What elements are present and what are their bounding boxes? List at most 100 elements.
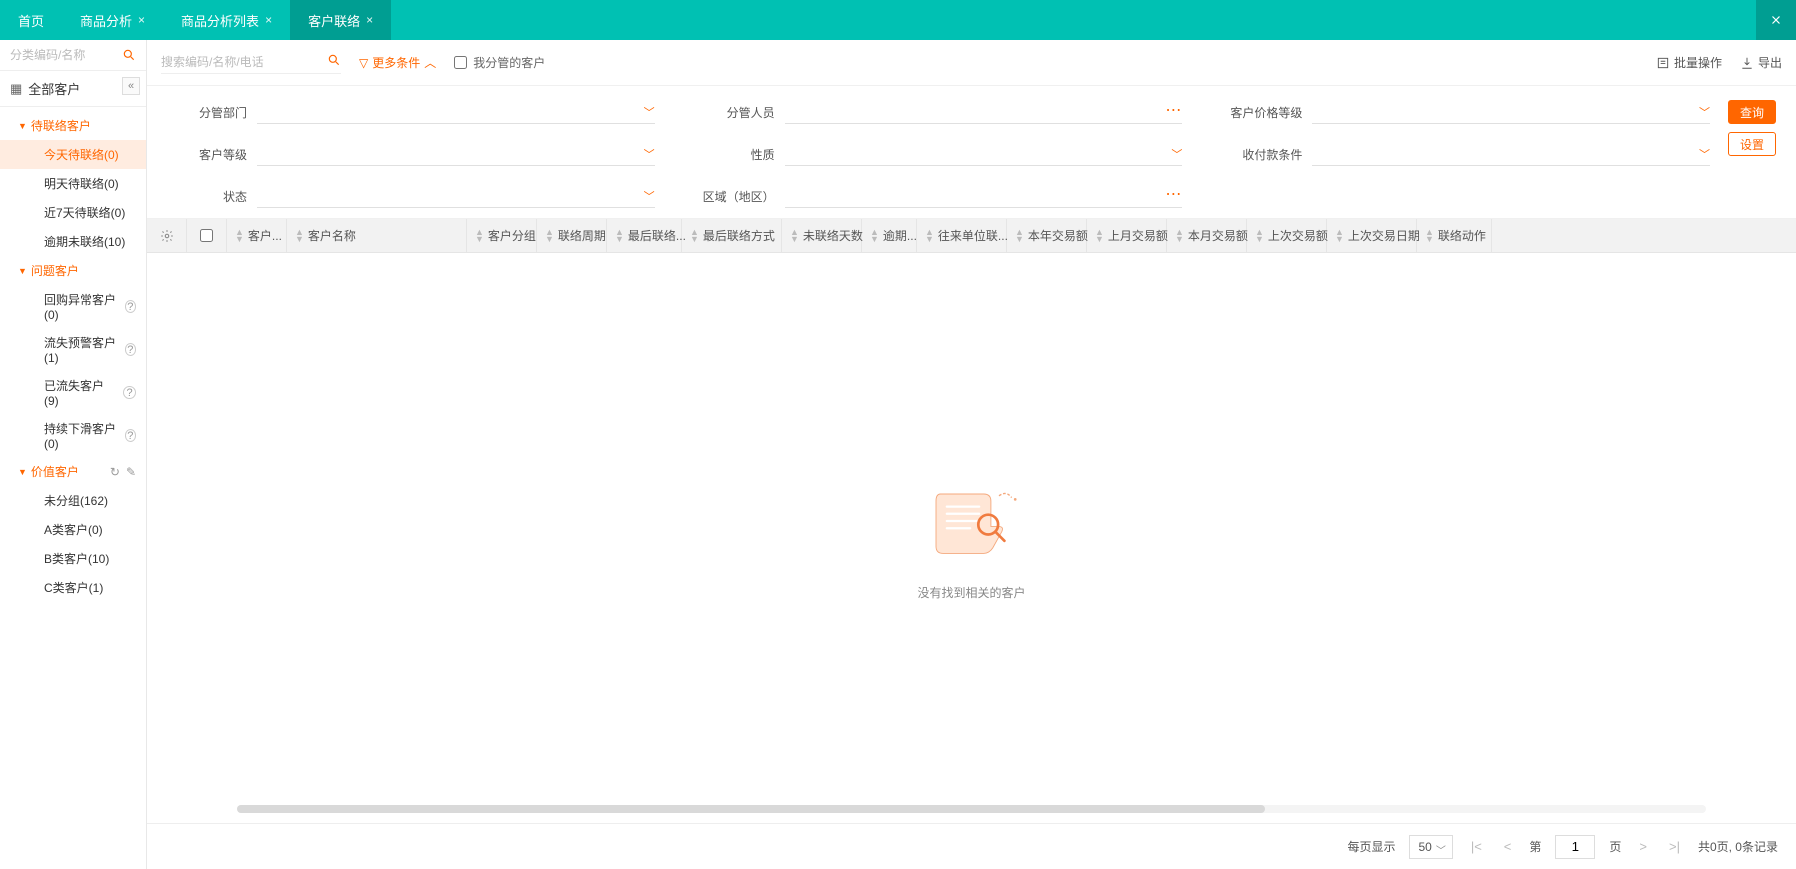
sidebar-item-overdue[interactable]: 逾期未联络(10) bbox=[0, 227, 146, 256]
search-icon[interactable] bbox=[122, 48, 136, 65]
close-icon[interactable]: × bbox=[265, 13, 272, 27]
page-input[interactable] bbox=[1555, 835, 1595, 859]
export-button[interactable]: 导出 bbox=[1740, 54, 1782, 71]
sidebar-item-repurchase-abnormal[interactable]: 回购异常客户(0)? bbox=[0, 285, 146, 328]
table-settings-button[interactable] bbox=[147, 219, 187, 252]
first-page-button[interactable]: |< bbox=[1467, 839, 1486, 854]
table-column-header[interactable]: ▲▼客户名称 bbox=[287, 219, 467, 252]
scrollbar-thumb[interactable] bbox=[237, 805, 1265, 813]
help-icon[interactable]: ? bbox=[123, 386, 136, 399]
filter-input[interactable]: ﹀ bbox=[785, 142, 1183, 166]
last-page-button[interactable]: >| bbox=[1665, 839, 1684, 854]
group-pending-contact[interactable]: ▼待联络客户 bbox=[0, 111, 146, 140]
filter-input[interactable]: ﹀ bbox=[1312, 142, 1710, 166]
sidebar-all-customers[interactable]: ▦ 全部客户 « bbox=[0, 70, 146, 107]
sidebar-item-churned[interactable]: 已流失客户(9)? bbox=[0, 371, 146, 414]
group-value-customers[interactable]: ▼价值客户 ↻ ✎ bbox=[0, 457, 146, 486]
chevron-down-icon: ﹀ bbox=[1699, 104, 1710, 120]
sort-icon[interactable]: ▲▼ bbox=[870, 229, 879, 243]
sidebar-item-class-b[interactable]: B类客户(10) bbox=[0, 544, 146, 573]
collapse-sidebar-button[interactable]: « bbox=[122, 77, 140, 95]
table-column-header[interactable]: ▲▼上月交易额 bbox=[1087, 219, 1167, 252]
filter-field: 状态﹀ bbox=[167, 184, 655, 208]
sidebar-item-7days[interactable]: 近7天待联络(0) bbox=[0, 198, 146, 227]
sort-icon[interactable]: ▲▼ bbox=[615, 229, 624, 243]
sidebar-item-class-c[interactable]: C类客户(1) bbox=[0, 573, 146, 602]
tab-product-analysis-list[interactable]: 商品分析列表× bbox=[163, 0, 290, 40]
sort-icon[interactable]: ▲▼ bbox=[1175, 229, 1184, 243]
search-icon[interactable] bbox=[327, 53, 341, 70]
edit-icon[interactable]: ✎ bbox=[126, 465, 136, 479]
filter-label: 收付款条件 bbox=[1222, 146, 1312, 163]
help-icon[interactable]: ? bbox=[125, 429, 136, 442]
select-all-checkbox[interactable] bbox=[187, 219, 227, 252]
table-column-header[interactable]: ▲▼联络周期 bbox=[537, 219, 607, 252]
sort-icon[interactable]: ▲▼ bbox=[1095, 229, 1104, 243]
filter-input[interactable]: ﹀ bbox=[257, 100, 655, 124]
tab-home[interactable]: 首页 bbox=[0, 0, 62, 40]
tab-product-analysis[interactable]: 商品分析× bbox=[62, 0, 163, 40]
more-icon[interactable]: ⋯ bbox=[1165, 184, 1182, 204]
table-column-header[interactable]: ▲▼ 最后联络方式 bbox=[682, 219, 782, 252]
empty-text: 没有找到相关的客户 bbox=[917, 584, 1025, 601]
sidebar-item-churn-warning[interactable]: 流失预警客户(1)? bbox=[0, 328, 146, 371]
sort-icon[interactable]: ▲▼ bbox=[1425, 229, 1434, 243]
help-icon[interactable]: ? bbox=[125, 343, 136, 356]
refresh-icon[interactable]: ↻ bbox=[110, 465, 120, 479]
table-column-header[interactable]: ▲▼往来单位联... bbox=[917, 219, 1007, 252]
table-column-header[interactable]: ▲▼ 本年交易额 bbox=[1007, 219, 1087, 252]
filter-input[interactable]: ⋯ bbox=[785, 184, 1183, 208]
sidebar-item-declining[interactable]: 持续下滑客户(0)? bbox=[0, 414, 146, 457]
sort-icon[interactable]: ▲▼ bbox=[295, 229, 304, 243]
table-column-header[interactable]: ▲▼逾期... bbox=[862, 219, 917, 252]
sort-icon[interactable]: ▲▼ bbox=[690, 229, 699, 243]
table-column-header[interactable]: ▲▼上次交易额 bbox=[1247, 219, 1327, 252]
help-icon[interactable]: ? bbox=[125, 300, 136, 313]
query-button[interactable]: 查询 bbox=[1728, 100, 1776, 124]
toolbar-search-input[interactable] bbox=[161, 51, 341, 74]
sidebar-search-input[interactable] bbox=[10, 48, 136, 62]
filter-input[interactable]: ⋯ bbox=[785, 100, 1183, 124]
column-label: 最后联络方式 bbox=[703, 227, 775, 244]
sort-icon[interactable]: ▲▼ bbox=[790, 229, 799, 243]
table-column-header[interactable]: ▲▼客户... bbox=[227, 219, 287, 252]
filter-input[interactable]: ﹀ bbox=[1312, 100, 1710, 124]
more-icon[interactable]: ⋯ bbox=[1165, 100, 1182, 120]
sidebar-item-tomorrow[interactable]: 明天待联络(0) bbox=[0, 169, 146, 198]
sort-icon[interactable]: ▲▼ bbox=[545, 229, 554, 243]
sidebar-item-today[interactable]: 今天待联络(0) bbox=[0, 140, 146, 169]
per-page-select[interactable]: 50 ﹀ bbox=[1409, 835, 1452, 859]
my-customers-checkbox[interactable]: 我分管的客户 bbox=[454, 54, 545, 71]
tab-label: 客户联络 bbox=[308, 11, 360, 30]
table-column-header[interactable]: ▲▼最后联络... bbox=[607, 219, 682, 252]
sort-icon[interactable]: ▲▼ bbox=[1255, 229, 1264, 243]
tab-customer-contact[interactable]: 客户联络 × bbox=[290, 0, 391, 40]
table-column-header[interactable]: ▲▼上次交易日期 bbox=[1327, 219, 1417, 252]
table-column-header[interactable]: ▲▼联络动作 bbox=[1417, 219, 1492, 252]
table-column-header[interactable]: ▲▼未联络天数 bbox=[782, 219, 862, 252]
column-label: 本年交易额 bbox=[1028, 227, 1088, 244]
settings-button[interactable]: 设置 bbox=[1728, 132, 1776, 156]
close-icon[interactable]: × bbox=[366, 13, 373, 27]
sort-icon[interactable]: ▲▼ bbox=[1015, 229, 1024, 243]
table-column-header[interactable]: ▲▼客户分组 bbox=[467, 219, 537, 252]
filter-input[interactable]: ﹀ bbox=[257, 142, 655, 166]
more-conditions-toggle[interactable]: ▽ 更多条件 ︿ bbox=[359, 54, 436, 71]
sort-icon[interactable]: ▲▼ bbox=[235, 229, 244, 243]
sidebar-item-ungrouped[interactable]: 未分组(162) bbox=[0, 486, 146, 515]
batch-action-button[interactable]: 批量操作 bbox=[1656, 54, 1722, 71]
sort-icon[interactable]: ▲▼ bbox=[925, 229, 934, 243]
close-all-tabs-button[interactable] bbox=[1756, 0, 1796, 40]
my-customers-checkbox-input[interactable] bbox=[454, 56, 467, 69]
sidebar-item-class-a[interactable]: A类客户(0) bbox=[0, 515, 146, 544]
group-problem-customers[interactable]: ▼问题客户 bbox=[0, 256, 146, 285]
filter-input[interactable]: ﹀ bbox=[257, 184, 655, 208]
close-icon[interactable]: × bbox=[138, 13, 145, 27]
horizontal-scrollbar[interactable] bbox=[237, 805, 1706, 813]
table-header: ▲▼客户...▲▼客户名称▲▼客户分组▲▼联络周期▲▼最后联络...▲▼最后联络… bbox=[147, 219, 1796, 253]
sort-icon[interactable]: ▲▼ bbox=[475, 229, 484, 243]
sort-icon[interactable]: ▲▼ bbox=[1335, 229, 1344, 243]
next-page-button[interactable]: > bbox=[1635, 839, 1651, 854]
table-column-header[interactable]: ▲▼本月交易额 bbox=[1167, 219, 1247, 252]
prev-page-button[interactable]: < bbox=[1500, 839, 1516, 854]
